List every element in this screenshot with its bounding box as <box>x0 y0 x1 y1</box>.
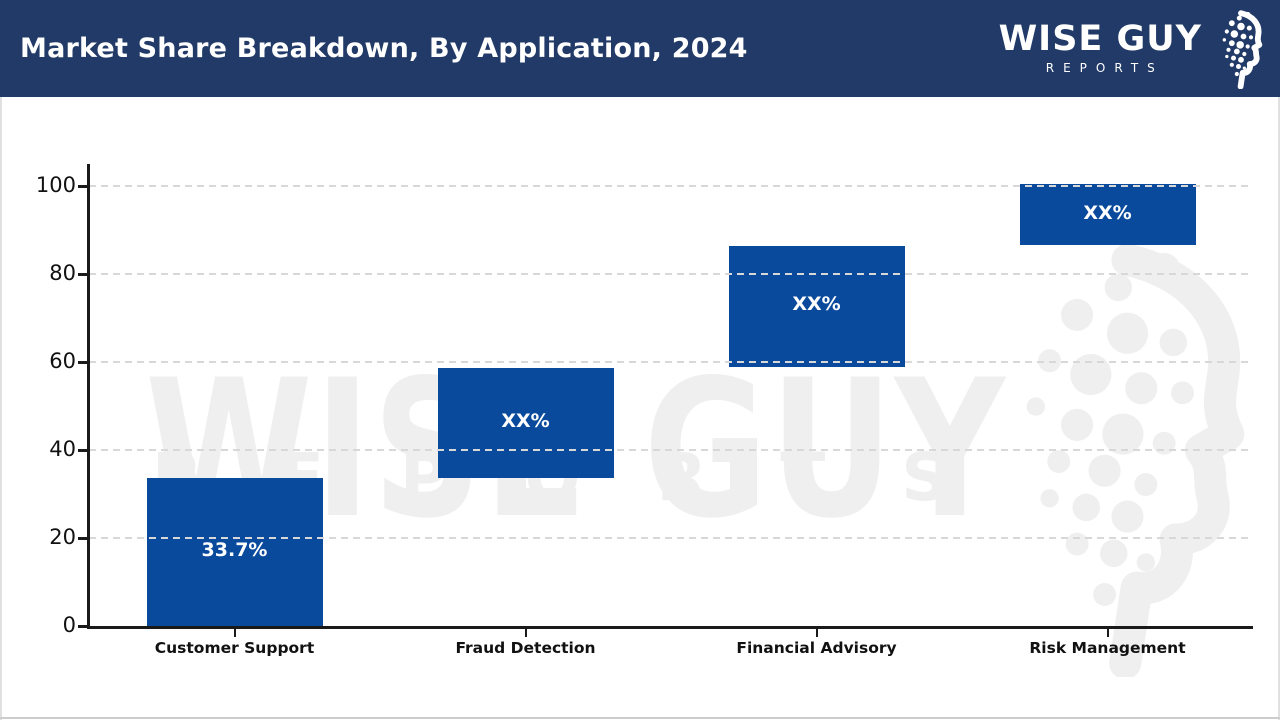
wise-guy-logo: WISE GUY REPORTS <box>999 9 1266 89</box>
y-tick-label-100: 100 <box>35 173 76 197</box>
bar-value-label-risk-management: XX% <box>1083 201 1132 224</box>
gridline-40 <box>89 449 1253 451</box>
y-tick-0 <box>78 625 87 628</box>
gridline-100 <box>89 185 1253 187</box>
bar-value-label-financial-advisory: XX% <box>792 293 841 316</box>
page-border-left <box>0 97 2 720</box>
header-band: Market Share Breakdown, By Application, … <box>0 0 1280 97</box>
x-axis-line <box>87 626 1253 629</box>
bar-value-label-fraud-detection: XX% <box>501 409 550 432</box>
y-tick-100 <box>78 185 87 188</box>
gridline-60 <box>89 361 1253 363</box>
bar-value-label-customer-support: 33.7% <box>201 538 268 561</box>
y-tick-label-60: 60 <box>49 349 76 373</box>
x-category-label-risk-management: Risk Management <box>1029 639 1186 657</box>
x-tick-risk-management <box>1106 628 1109 637</box>
bar-fraud-detection <box>437 367 614 478</box>
y-tick-20 <box>78 537 87 540</box>
logo-text: WISE GUY REPORTS <box>998 19 1202 76</box>
gridline-80 <box>89 273 1253 275</box>
x-tick-customer-support <box>233 628 236 637</box>
bar-financial-advisory <box>728 245 905 367</box>
logo-face-icon <box>1222 9 1263 89</box>
x-category-label-financial-advisory: Financial Advisory <box>736 639 897 657</box>
page-border-bottom <box>0 717 1280 719</box>
y-tick-label-80: 80 <box>49 261 76 285</box>
y-tick-label-20: 20 <box>49 525 76 549</box>
y-tick-label-0: 0 <box>62 613 76 637</box>
y-tick-80 <box>78 273 87 276</box>
y-tick-40 <box>78 449 87 452</box>
y-tick-60 <box>78 361 87 364</box>
x-category-label-customer-support: Customer Support <box>154 639 315 657</box>
page-title: Market Share Breakdown, By Application, … <box>20 33 748 64</box>
x-tick-financial-advisory <box>815 628 818 637</box>
y-axis-line <box>87 164 90 628</box>
x-category-label-fraud-detection: Fraud Detection <box>455 639 596 657</box>
page-border-right <box>1278 97 1280 720</box>
logo-subtitle: REPORTS <box>1045 61 1164 75</box>
bar-risk-management <box>1019 184 1196 245</box>
bar-customer-support <box>146 477 323 626</box>
x-tick-fraud-detection <box>524 628 527 637</box>
logo-wordmark: WISE GUY <box>998 19 1202 59</box>
gridline-20 <box>89 537 1253 539</box>
y-tick-label-40: 40 <box>49 437 76 461</box>
